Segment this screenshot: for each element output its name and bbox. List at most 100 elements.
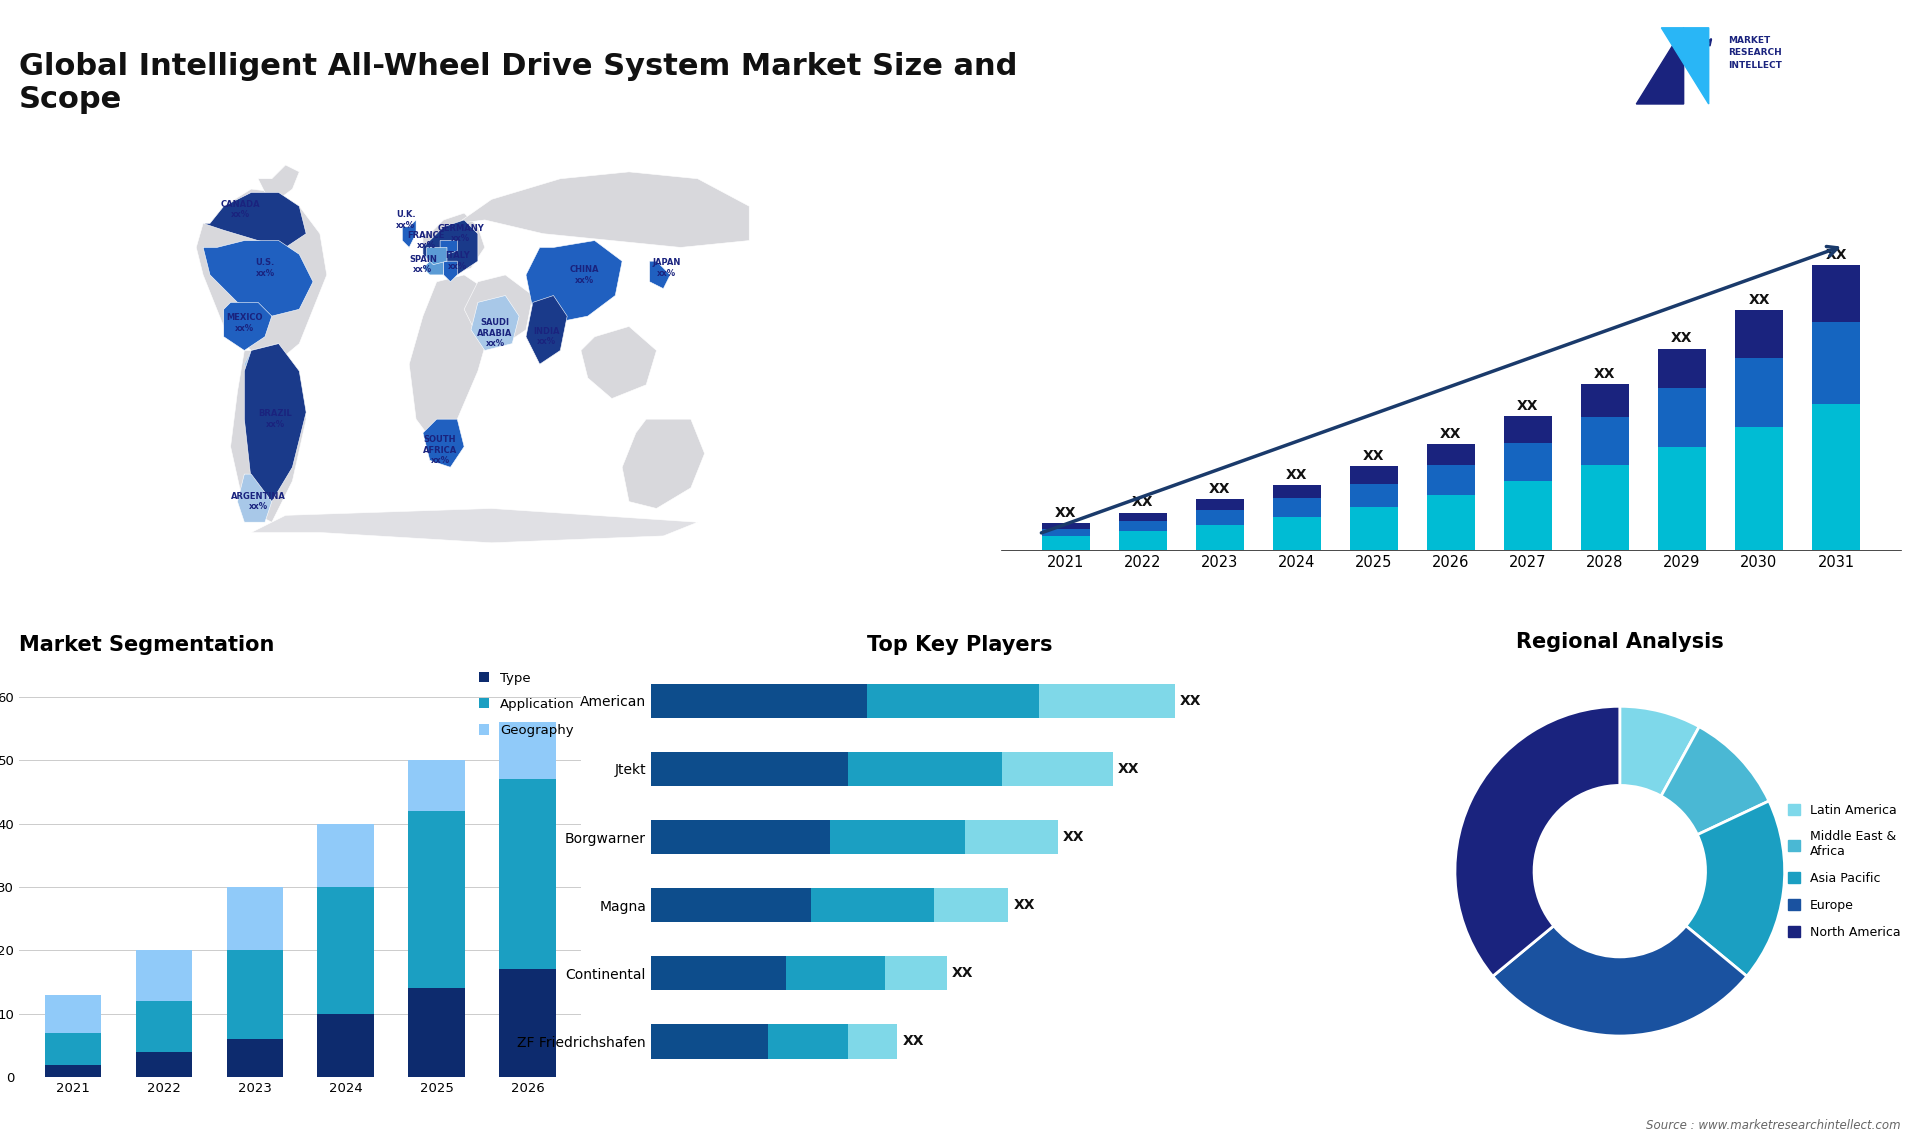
Text: XX: XX — [1062, 830, 1085, 845]
Polygon shape — [426, 248, 447, 265]
Bar — [317, 887, 374, 1014]
Polygon shape — [470, 296, 518, 351]
Bar — [849, 752, 1002, 786]
Polygon shape — [225, 303, 273, 351]
Bar — [651, 821, 829, 854]
Bar — [651, 888, 810, 923]
Text: XX: XX — [1517, 399, 1538, 413]
Polygon shape — [440, 241, 457, 254]
Polygon shape — [444, 261, 457, 282]
Text: ARGENTINA
xx%: ARGENTINA xx% — [230, 492, 286, 511]
Polygon shape — [196, 189, 326, 361]
Bar — [935, 888, 1008, 923]
Bar — [409, 989, 465, 1077]
Bar — [1427, 444, 1475, 465]
Text: MEXICO
xx%: MEXICO xx% — [227, 313, 263, 332]
Bar — [1580, 465, 1628, 550]
Text: XX: XX — [1117, 762, 1140, 776]
Text: SOUTH
AFRICA
xx%: SOUTH AFRICA xx% — [422, 435, 457, 465]
Bar — [1273, 499, 1321, 517]
Bar — [1039, 684, 1175, 717]
Polygon shape — [252, 509, 697, 543]
Bar — [136, 950, 192, 1002]
Wedge shape — [1492, 926, 1747, 1036]
Bar — [651, 684, 866, 717]
Polygon shape — [457, 172, 749, 248]
Bar — [44, 1033, 102, 1065]
Bar — [1503, 481, 1551, 550]
Title: Top Key Players: Top Key Players — [868, 635, 1052, 656]
Bar — [1350, 484, 1398, 508]
Text: SPAIN
xx%: SPAIN xx% — [409, 254, 438, 274]
Text: MARKET
RESEARCH
INTELLECT: MARKET RESEARCH INTELLECT — [1728, 36, 1782, 70]
Bar — [1580, 417, 1628, 465]
Text: SAUDI
ARABIA
xx%: SAUDI ARABIA xx% — [478, 319, 513, 348]
Bar — [1002, 752, 1114, 786]
Bar — [1427, 465, 1475, 495]
Polygon shape — [526, 296, 566, 364]
Polygon shape — [409, 275, 492, 447]
Polygon shape — [204, 193, 305, 248]
Bar — [787, 956, 885, 990]
Polygon shape — [238, 474, 273, 523]
Text: XX: XX — [902, 1035, 924, 1049]
Polygon shape — [1636, 28, 1684, 104]
Text: XX: XX — [1133, 495, 1154, 509]
Bar — [1119, 531, 1167, 550]
Bar — [1659, 388, 1705, 447]
Wedge shape — [1686, 801, 1786, 976]
Bar — [651, 1025, 768, 1059]
Wedge shape — [1661, 727, 1768, 834]
Text: XX: XX — [952, 966, 973, 980]
Polygon shape — [204, 241, 313, 316]
Bar — [1196, 525, 1244, 550]
Bar — [317, 1014, 374, 1077]
Bar — [227, 887, 282, 950]
Text: XX: XX — [1054, 505, 1077, 520]
Bar — [1119, 520, 1167, 531]
Text: XX: XX — [1826, 249, 1847, 262]
Bar — [1503, 442, 1551, 481]
Bar — [849, 1025, 897, 1059]
Bar — [1043, 536, 1091, 550]
Text: INDIA
xx%: INDIA xx% — [534, 327, 561, 346]
Polygon shape — [1661, 28, 1709, 104]
Text: CHINA
xx%: CHINA xx% — [570, 265, 599, 284]
Bar — [1273, 517, 1321, 550]
Bar — [1659, 447, 1705, 550]
Bar — [1196, 510, 1244, 525]
Legend: Latin America, Middle East &
Africa, Asia Pacific, Europe, North America: Latin America, Middle East & Africa, Asi… — [1782, 799, 1907, 943]
Bar — [44, 995, 102, 1033]
Bar — [829, 821, 966, 854]
Legend: Type, Application, Geography: Type, Application, Geography — [478, 672, 574, 737]
Bar — [1659, 348, 1705, 388]
Text: XX: XX — [1363, 449, 1384, 463]
Bar — [1043, 528, 1091, 536]
Text: XX: XX — [1014, 898, 1035, 912]
Bar — [1196, 500, 1244, 510]
Bar — [768, 1025, 849, 1059]
Title: Regional Analysis: Regional Analysis — [1517, 633, 1724, 652]
Text: GERMANY
xx%: GERMANY xx% — [438, 223, 484, 243]
Bar — [1580, 384, 1628, 417]
Text: U.S.
xx%: U.S. xx% — [255, 258, 275, 277]
Text: Global Intelligent All-Wheel Drive System Market Size and
Scope: Global Intelligent All-Wheel Drive Syste… — [19, 52, 1018, 115]
Text: XX: XX — [1670, 331, 1693, 345]
Text: FRANCE
xx%: FRANCE xx% — [407, 230, 445, 250]
Bar — [136, 1052, 192, 1077]
Text: XX: XX — [1440, 426, 1461, 440]
Text: XX: XX — [1210, 482, 1231, 496]
Bar — [409, 811, 465, 989]
Polygon shape — [526, 241, 622, 323]
Bar — [1736, 426, 1784, 550]
Polygon shape — [622, 419, 705, 509]
Bar — [1273, 485, 1321, 499]
Polygon shape — [403, 220, 417, 248]
Text: XX: XX — [1286, 468, 1308, 481]
Text: ITALY
xx%: ITALY xx% — [445, 251, 470, 270]
Bar — [1736, 311, 1784, 358]
Bar — [499, 970, 555, 1077]
Bar — [1812, 405, 1860, 550]
Polygon shape — [582, 327, 657, 399]
Bar — [885, 956, 947, 990]
